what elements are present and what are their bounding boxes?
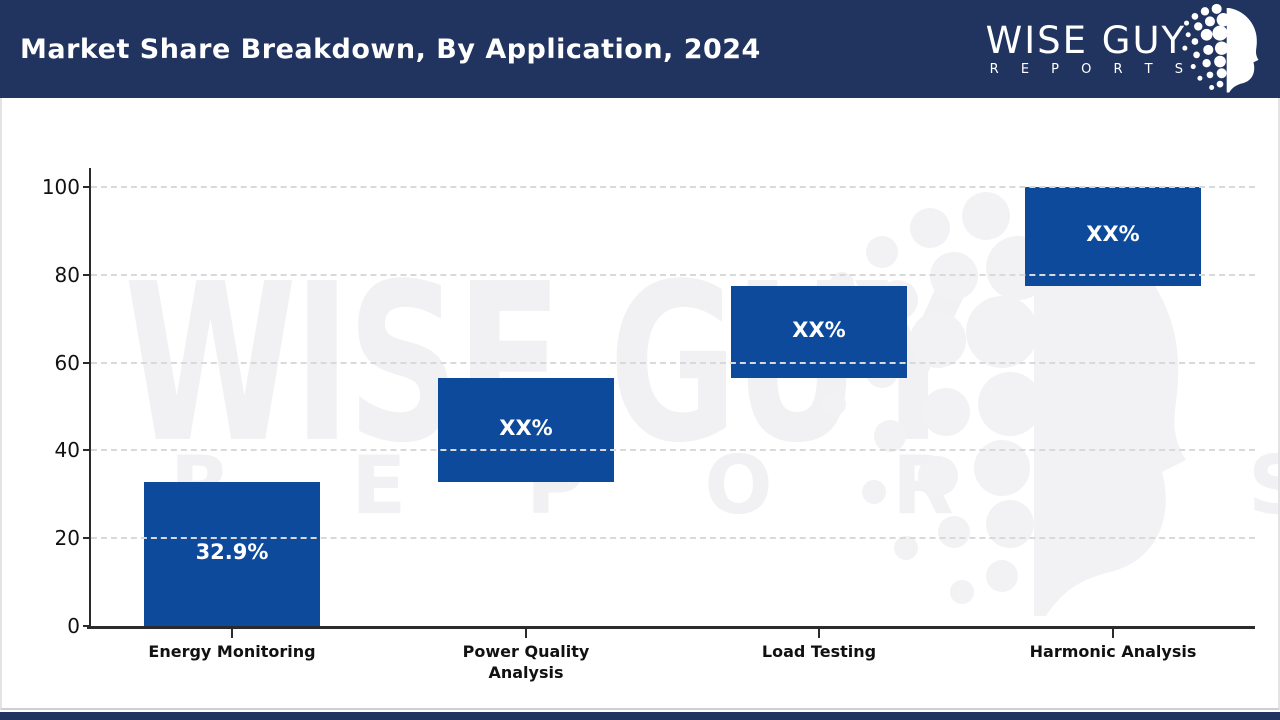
y-axis-tick-label: 80 bbox=[54, 262, 80, 287]
value-label: XX% bbox=[499, 415, 553, 440]
bar-energy-monitoring bbox=[144, 481, 320, 626]
y-axis-tick-label: 20 bbox=[54, 526, 80, 551]
y-axis-tick bbox=[83, 273, 91, 276]
x-axis-label-power-quality-analysis: Power Quality Analysis bbox=[462, 642, 590, 682]
logo-text: WISE GUY R E P O R T S bbox=[986, 22, 1192, 77]
x-axis-tick bbox=[1112, 629, 1114, 638]
y-axis-tick bbox=[83, 625, 91, 627]
y-axis-tick bbox=[83, 361, 91, 364]
plot: 0 20 40 60 80 100 32.9% Energy Monitoring XX% Pow… bbox=[2, 98, 1278, 708]
y-gridline bbox=[91, 449, 1255, 452]
y-axis-tick-label: 40 bbox=[54, 438, 80, 463]
chart-area: WISE GUY R E P O R T S 0 20 40 60 80 100 32.9%… bbox=[0, 98, 1280, 710]
y-axis-tick-label: 0 bbox=[67, 614, 80, 638]
x-axis-label-energy-monitoring: Energy Monitoring bbox=[148, 642, 316, 661]
header-bar: Market Share Breakdown, By Application, … bbox=[0, 0, 1280, 98]
logo-subtitle: R E P O R T S bbox=[989, 61, 1192, 77]
x-axis-label-load-testing: Load Testing bbox=[761, 642, 877, 661]
y-axis-tick-label: 100 bbox=[41, 175, 80, 199]
y-axis-tick bbox=[83, 449, 91, 452]
x-axis-tick bbox=[818, 629, 820, 638]
value-label: XX% bbox=[1086, 222, 1140, 247]
bar-harmonic-analysis bbox=[1025, 187, 1201, 286]
bar-power-quality-analysis bbox=[438, 377, 614, 482]
chart-title: Market Share Breakdown, By Application, … bbox=[20, 33, 761, 65]
y-axis-line bbox=[89, 168, 91, 628]
logo-wordmark: WISE GUY bbox=[985, 18, 1187, 62]
y-gridline bbox=[91, 361, 1255, 364]
y-axis-tick bbox=[83, 186, 91, 188]
value-label: XX% bbox=[792, 317, 846, 342]
value-label: 32.9% bbox=[195, 539, 269, 564]
footer-bar bbox=[0, 712, 1280, 720]
y-axis-tick-label: 60 bbox=[54, 350, 80, 375]
x-axis-tick bbox=[525, 629, 527, 638]
logo-face-icon bbox=[1182, 3, 1259, 93]
x-axis-line bbox=[87, 626, 1255, 629]
wiseguy-logo: WISE GUY R E P O R T S bbox=[986, 3, 1262, 95]
y-axis-tick bbox=[83, 537, 91, 540]
x-axis-label-harmonic-analysis: Harmonic Analysis bbox=[1029, 642, 1197, 661]
x-axis-tick bbox=[231, 629, 233, 638]
